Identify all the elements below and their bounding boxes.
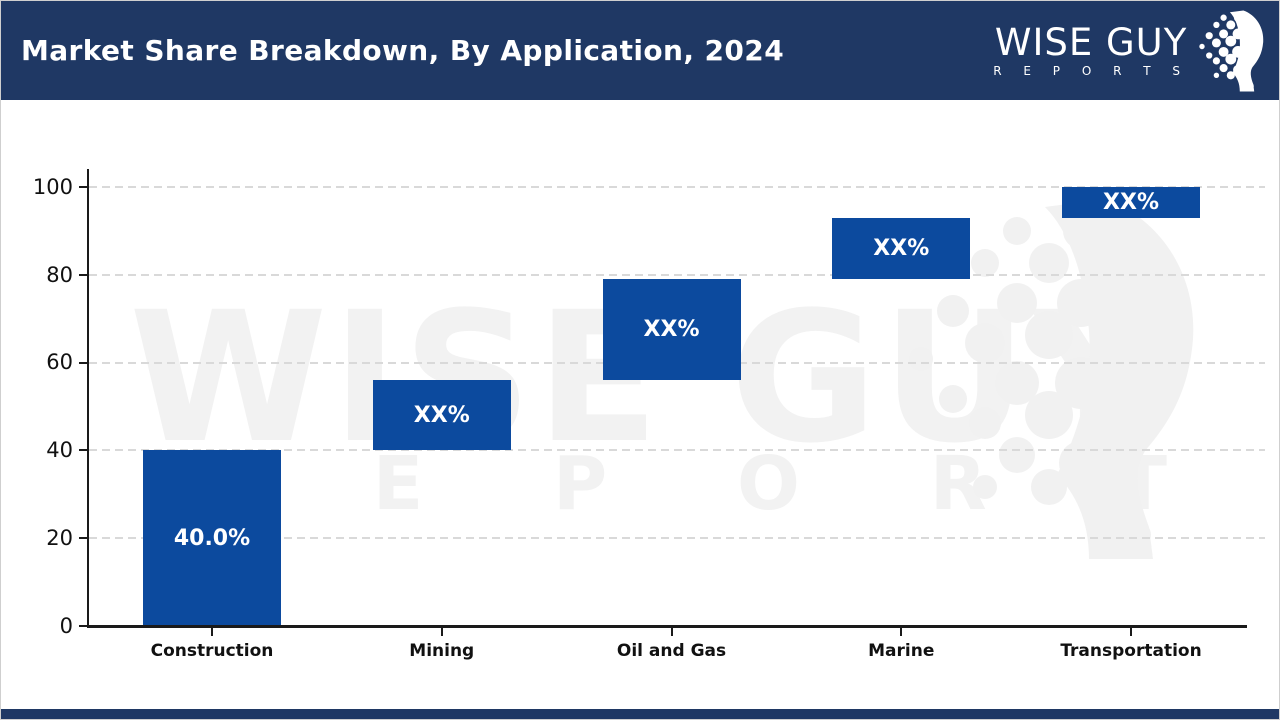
- x-axis-label-construction: Construction: [150, 641, 274, 661]
- x-axis-line: [87, 625, 1247, 628]
- y-axis-tick: [79, 186, 87, 188]
- bar-value-label: XX%: [413, 402, 470, 428]
- page-title: Market Share Breakdown, By Application, …: [21, 34, 785, 67]
- x-axis-tick: [211, 628, 213, 636]
- bar-value-label: XX%: [643, 317, 700, 343]
- logo-face-icon: [1199, 10, 1264, 91]
- y-axis-line: [87, 169, 89, 627]
- x-axis-label-transportation: Transportation: [1060, 641, 1202, 661]
- y-axis-tick: [79, 537, 87, 540]
- x-axis-label-mining: Mining: [409, 641, 475, 661]
- y-axis-tick-label: 20: [46, 526, 73, 551]
- watermark-face-graphic: [909, 199, 1194, 559]
- bar-construction: 40.0%: [143, 450, 281, 626]
- footer-bar: [1, 709, 1279, 719]
- logo-wordmark: WISE GUY: [994, 20, 1188, 64]
- y-axis-tick: [79, 625, 87, 627]
- x-axis-label-marine: Marine: [868, 641, 935, 661]
- gridline-100: [89, 186, 1265, 188]
- gridline-40: [89, 449, 1265, 452]
- x-axis-tick: [1130, 628, 1132, 636]
- bar-value-label: XX%: [1103, 189, 1159, 215]
- bar-oil-and-gas: XX%: [602, 279, 741, 381]
- y-axis-tick: [79, 449, 87, 452]
- bar-marine: XX%: [832, 217, 971, 280]
- x-axis-label-oil-and-gas: Oil and Gas: [616, 641, 727, 661]
- y-axis-tick: [79, 361, 87, 364]
- bar-mining: XX%: [372, 380, 511, 451]
- y-axis-tick-label: 40: [46, 438, 73, 463]
- x-axis-tick: [440, 628, 443, 636]
- y-axis-tick-label: 60: [46, 350, 73, 375]
- y-axis-tick-label: 0: [59, 613, 73, 638]
- bar-value-label: XX%: [873, 235, 930, 261]
- gridline-20: [89, 537, 1265, 540]
- y-axis-tick-label: 80: [46, 262, 73, 287]
- y-axis-tick: [79, 273, 87, 276]
- bar-transportation: XX%: [1062, 187, 1200, 218]
- header-bar: Market Share Breakdown, By Application, …: [1, 1, 1279, 100]
- gridline-80: [89, 273, 1265, 276]
- logo-subtitle: R E P O R T S: [993, 63, 1189, 78]
- bar-value-label: 40.0%: [173, 525, 251, 551]
- logo-text: WISE GUY R E P O R T S: [993, 24, 1189, 78]
- wiseguy-logo: WISE GUY R E P O R T S: [993, 10, 1265, 92]
- y-axis-tick-label: 100: [32, 174, 73, 199]
- x-axis-tick: [670, 628, 673, 636]
- plot-area: 0 20 40 60 80 100 40.0% Construction XX% Mining XX…: [33, 169, 1265, 661]
- x-axis-tick: [900, 628, 903, 636]
